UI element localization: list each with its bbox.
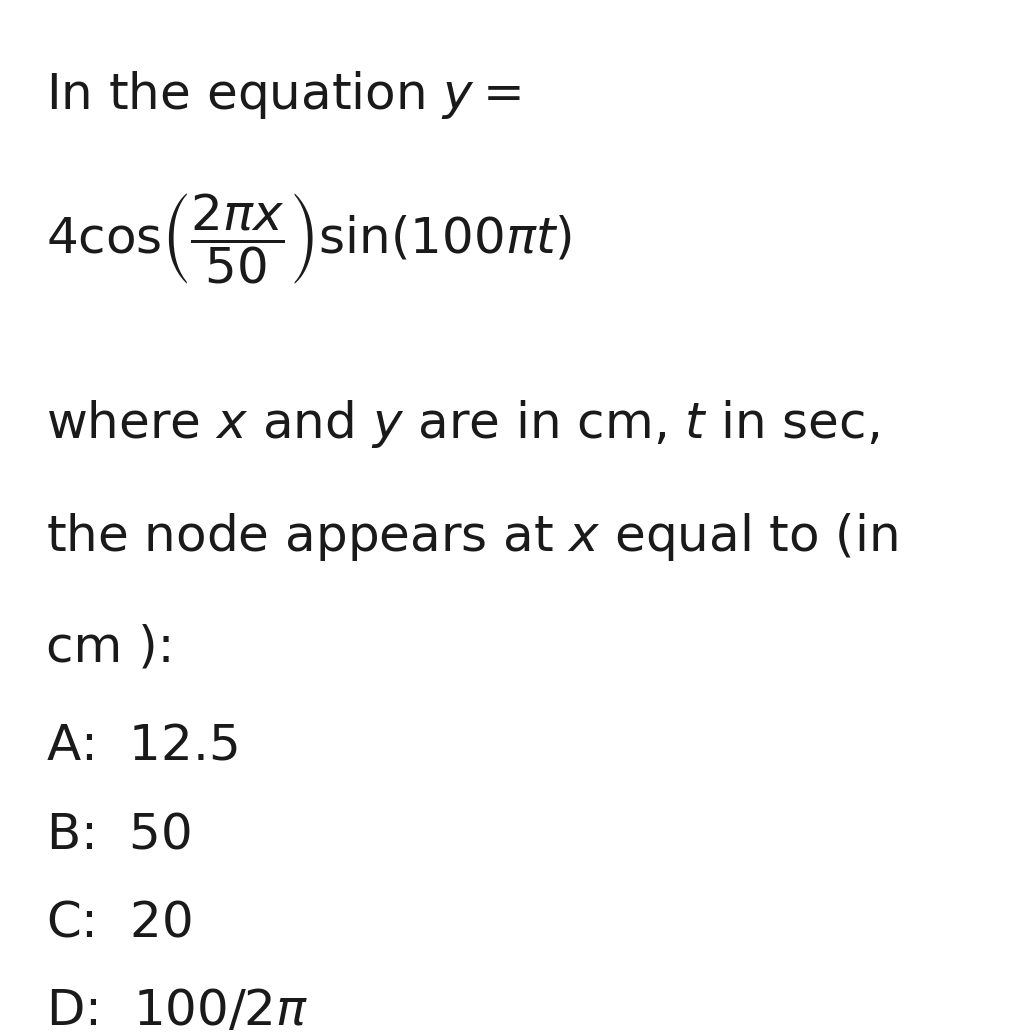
Text: cm ):: cm ): (46, 624, 175, 671)
Text: where $x$ and $y$ are in cm, $t$ in sec,: where $x$ and $y$ are in cm, $t$ in sec, (46, 398, 880, 450)
Text: In the equation $y =$: In the equation $y =$ (46, 68, 521, 121)
Text: D:  $100/2\pi$: D: $100/2\pi$ (46, 986, 308, 1034)
Text: the node appears at $x$ equal to (in: the node appears at $x$ equal to (in (46, 511, 898, 562)
Text: B:  $50$: B: $50$ (46, 811, 191, 858)
Text: C:  $20$: C: $20$ (46, 899, 193, 946)
Text: $4\cos\!\left(\dfrac{2\pi x}{50}\right)\sin(100\pi t)$: $4\cos\!\left(\dfrac{2\pi x}{50}\right)\… (46, 191, 572, 286)
Text: A:  $12.5$: A: $12.5$ (46, 722, 238, 769)
